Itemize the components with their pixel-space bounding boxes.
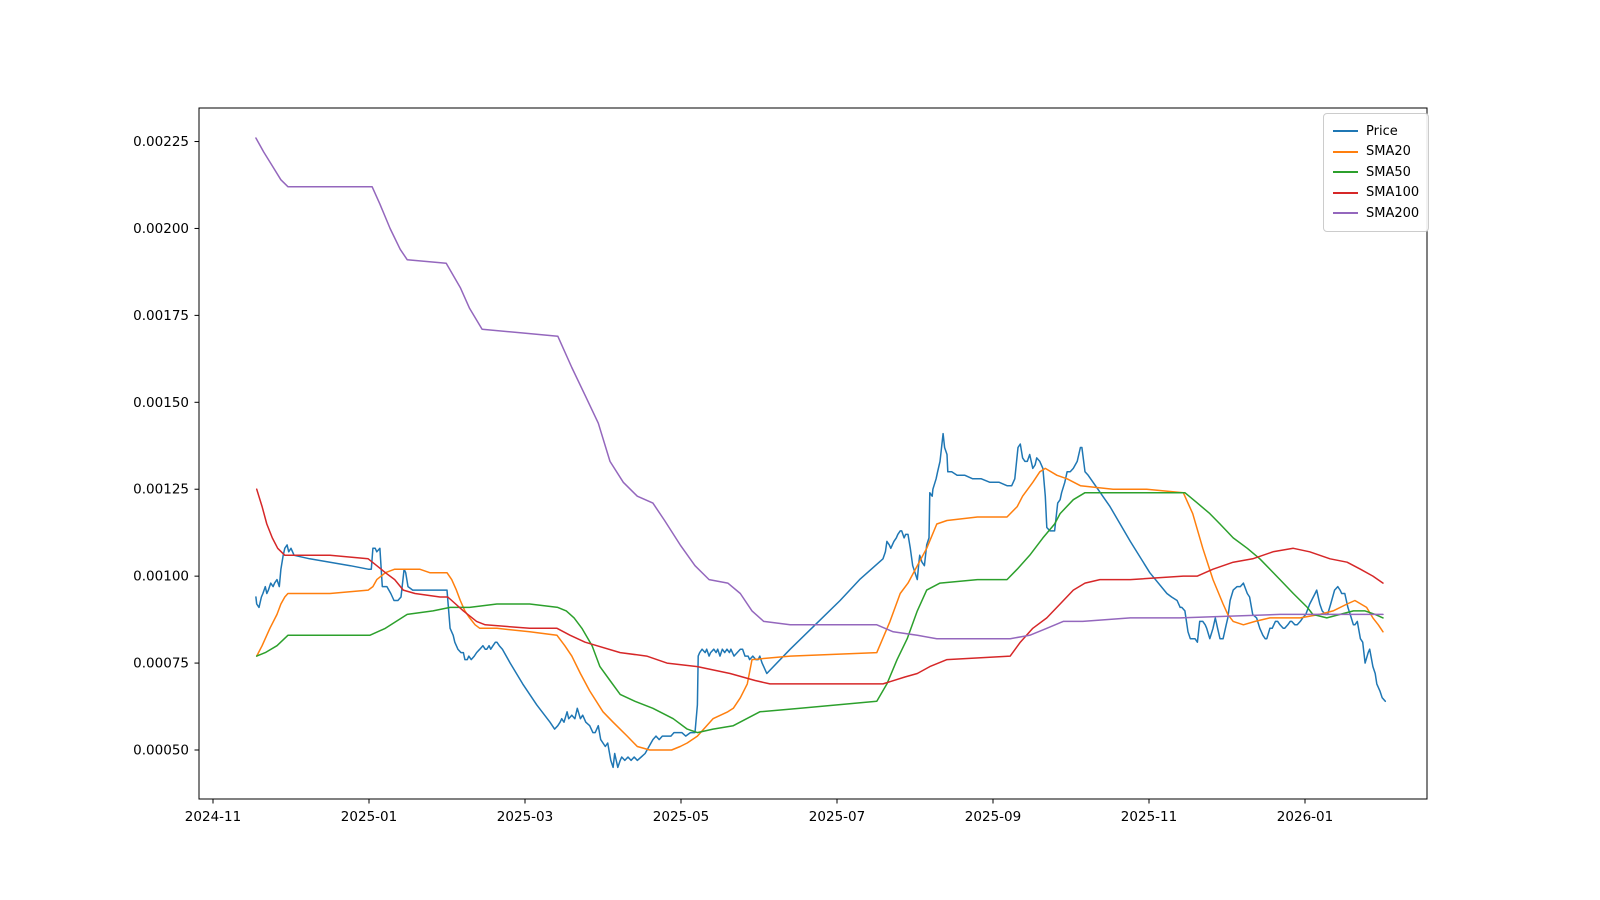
legend-item-sma100: SMA100 bbox=[1333, 183, 1419, 204]
plot-border bbox=[198, 107, 1428, 800]
sma50-line bbox=[255, 491, 1384, 734]
x-axis-tick-label: 2024-11 bbox=[185, 809, 241, 825]
legend-item-sma20: SMA20 bbox=[1333, 142, 1419, 163]
sma200-line bbox=[255, 137, 1384, 640]
legend-item-sma200: SMA200 bbox=[1333, 203, 1419, 224]
legend-swatch-sma50 bbox=[1333, 171, 1358, 174]
legend-swatch-sma20 bbox=[1333, 150, 1358, 153]
legend-item-price: Price bbox=[1333, 121, 1419, 142]
legend-item-sma50: SMA50 bbox=[1333, 162, 1419, 183]
y-axis-tick-label: 0.00150 bbox=[133, 395, 189, 411]
x-axis-tick-label: 2025-05 bbox=[653, 809, 709, 825]
x-axis-tick-label: 2025-09 bbox=[965, 809, 1021, 825]
x-axis-tick-label: 2025-11 bbox=[1121, 809, 1177, 825]
legend-swatch-sma200 bbox=[1333, 212, 1358, 215]
legend: Price SMA20 SMA50 SMA100 SMA200 bbox=[1323, 113, 1430, 232]
y-axis-tick-label: 0.00225 bbox=[133, 134, 189, 150]
x-axis-tick-label: 2025-01 bbox=[341, 809, 397, 825]
price-line bbox=[255, 432, 1387, 769]
y-axis-tick-label: 0.00125 bbox=[133, 482, 189, 498]
legend-label: SMA20 bbox=[1366, 144, 1411, 160]
sma100-line bbox=[255, 488, 1384, 685]
legend-swatch-sma100 bbox=[1333, 191, 1358, 194]
y-axis-tick-label: 0.00175 bbox=[133, 308, 189, 324]
y-axis-tick-label: 0.00075 bbox=[133, 656, 189, 672]
legend-label: SMA100 bbox=[1366, 185, 1420, 201]
y-axis-tick-label: 0.00100 bbox=[133, 569, 189, 585]
legend-label: SMA50 bbox=[1366, 164, 1411, 180]
x-axis-tick-label: 2025-07 bbox=[809, 809, 865, 825]
x-axis-tick-label: 2025-03 bbox=[497, 809, 553, 825]
legend-swatch-price bbox=[1333, 130, 1358, 133]
y-axis-tick-label: 0.00050 bbox=[133, 743, 189, 759]
x-axis-tick-label: 2026-01 bbox=[1277, 809, 1333, 825]
sma20-line bbox=[255, 467, 1384, 751]
legend-label: SMA200 bbox=[1366, 205, 1420, 221]
y-axis-tick-label: 0.00200 bbox=[133, 221, 189, 237]
legend-label: Price bbox=[1366, 123, 1398, 139]
